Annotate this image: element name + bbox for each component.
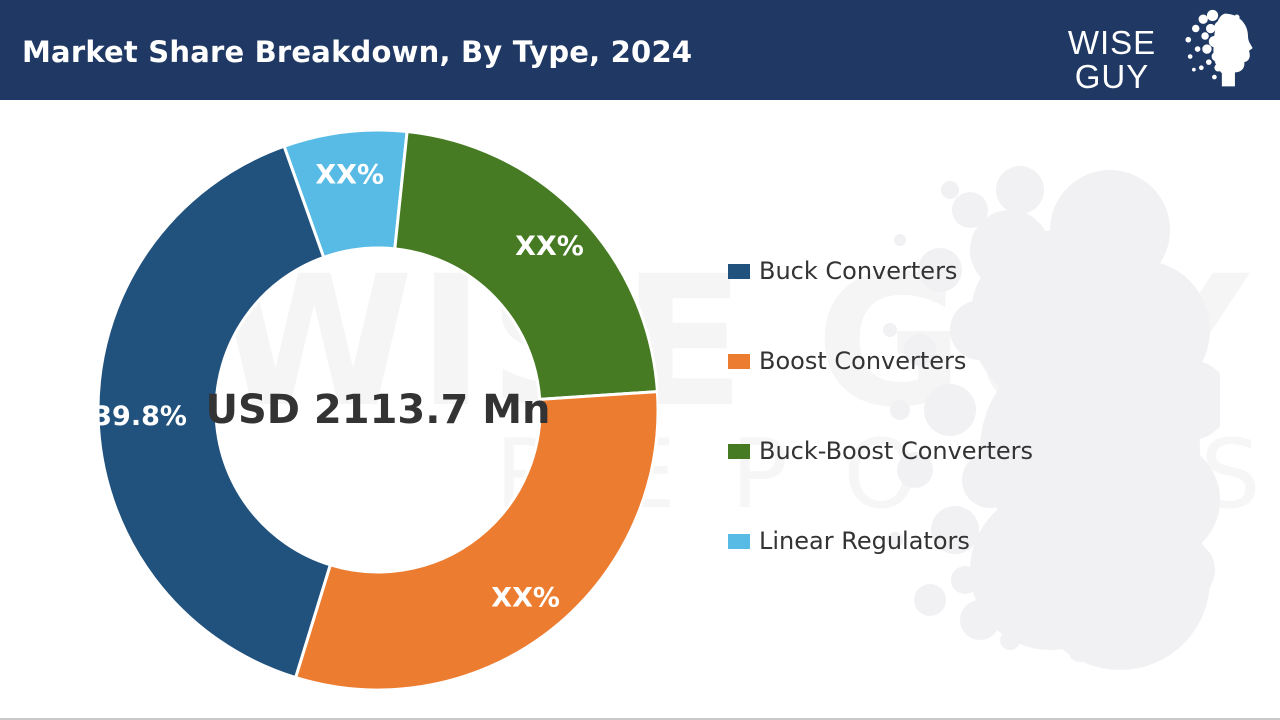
donut-segment-boost-converters (294, 390, 660, 692)
donut-segment-buck-converters (96, 144, 332, 680)
logo-text: WISE GUY REPORTS (1032, 24, 1192, 113)
page-title: Market Share Breakdown, By Type, 2024 (22, 35, 693, 69)
slice-label-buck-converters: 39.8% (98, 401, 187, 432)
slice-label-linear-regulators: XX% (315, 160, 384, 191)
legend-swatch-icon (728, 263, 750, 279)
legend-item-boost-converters: Boost Converters (728, 346, 1033, 376)
legend-label: Buck-Boost Converters (759, 437, 1033, 465)
legend-item-linear-regulators: Linear Regulators (728, 526, 1033, 556)
donut-center-value: USD 2113.7 Mn (206, 387, 551, 433)
header-bar: Market Share Breakdown, By Type, 2024 WI… (0, 0, 1280, 112)
legend-swatch-icon (728, 443, 750, 459)
legend-label: Boost Converters (759, 347, 967, 375)
face-watermark (883, 166, 1220, 670)
logo-face-icon (1185, 9, 1253, 87)
legend-item-buck-boost-converters: Buck-Boost Converters (728, 436, 1033, 466)
wise-guy-reports-logo: WISE GUY REPORTS (1032, 8, 1262, 112)
slice-label-boost-converters: XX% (491, 583, 560, 614)
legend-label: Linear Regulators (759, 527, 970, 555)
slice-label-buck-boost-converters: XX% (515, 231, 584, 262)
donut-chart-svg: XX% XX% XX% 39.8% USD 2113.7 Mn (93, 128, 660, 692)
legend-swatch-icon (728, 533, 750, 549)
donut-chart: XX% XX% XX% 39.8% USD 2113.7 Mn (93, 128, 660, 692)
logo-wordmark: WISE GUY (1067, 24, 1157, 95)
legend: Buck Converters Boost Converters Buck-Boos… (728, 256, 1033, 616)
legend-item-buck-converters: Buck Converters (728, 256, 1033, 286)
legend-label: Buck Converters (759, 257, 958, 285)
donut-segment-buck-boost-converters (393, 130, 659, 401)
logo-subtitle: REPORTS (1057, 98, 1171, 112)
legend-swatch-icon (728, 353, 750, 369)
